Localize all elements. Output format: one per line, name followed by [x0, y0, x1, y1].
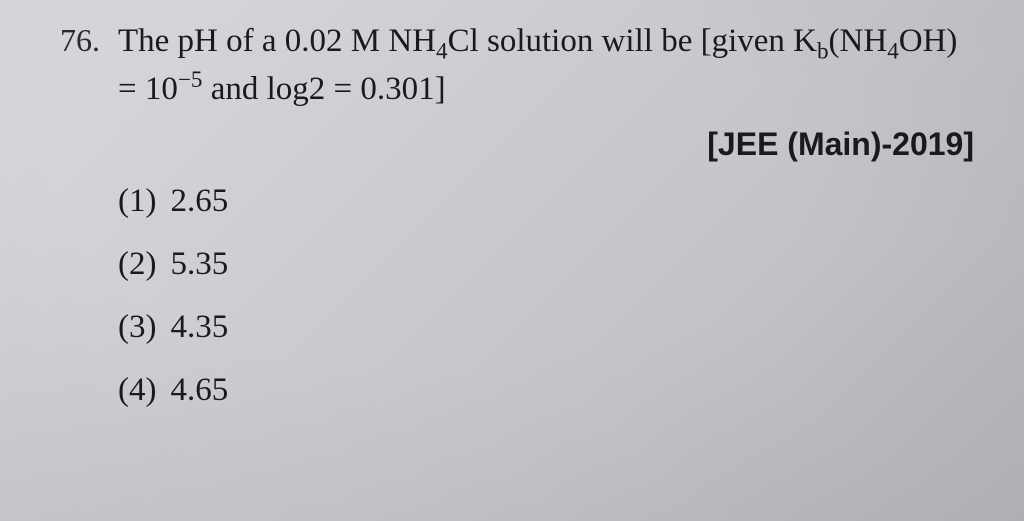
superscript: −5 [178, 66, 203, 92]
question-text-part: The pH of a 0.02 M NH [118, 23, 436, 59]
option-number: (3) [118, 311, 156, 344]
option-value: 4.65 [170, 374, 228, 407]
question-number: 76. [60, 18, 100, 437]
exam-tag: [JEE (Main)-2019] [118, 126, 984, 163]
subscript: 4 [887, 38, 899, 64]
option-value: 2.65 [170, 185, 228, 218]
option-number: (2) [118, 248, 156, 281]
subscript: b [817, 38, 829, 64]
option-value: 4.35 [170, 311, 228, 344]
subscript: 4 [436, 38, 448, 64]
option-item: (3) 4.35 [118, 311, 984, 344]
option-number: (4) [118, 374, 156, 407]
question-text-part: and log2 = 0.301] [202, 71, 445, 107]
options-list: (1) 2.65 (2) 5.35 (3) 4.35 (4) 4.65 [118, 185, 984, 407]
option-item: (2) 5.35 [118, 248, 984, 281]
option-item: (1) 2.65 [118, 185, 984, 218]
question-text-part: (NH [829, 23, 888, 59]
question-body: The pH of a 0.02 M NH4Cl solution will b… [118, 18, 984, 437]
question-text-part: Cl solution will be [given K [448, 23, 817, 59]
option-value: 5.35 [170, 248, 228, 281]
option-item: (4) 4.65 [118, 374, 984, 407]
option-number: (1) [118, 185, 156, 218]
question-block: 76. The pH of a 0.02 M NH4Cl solution wi… [60, 18, 984, 437]
question-text: The pH of a 0.02 M NH4Cl solution will b… [118, 18, 984, 114]
